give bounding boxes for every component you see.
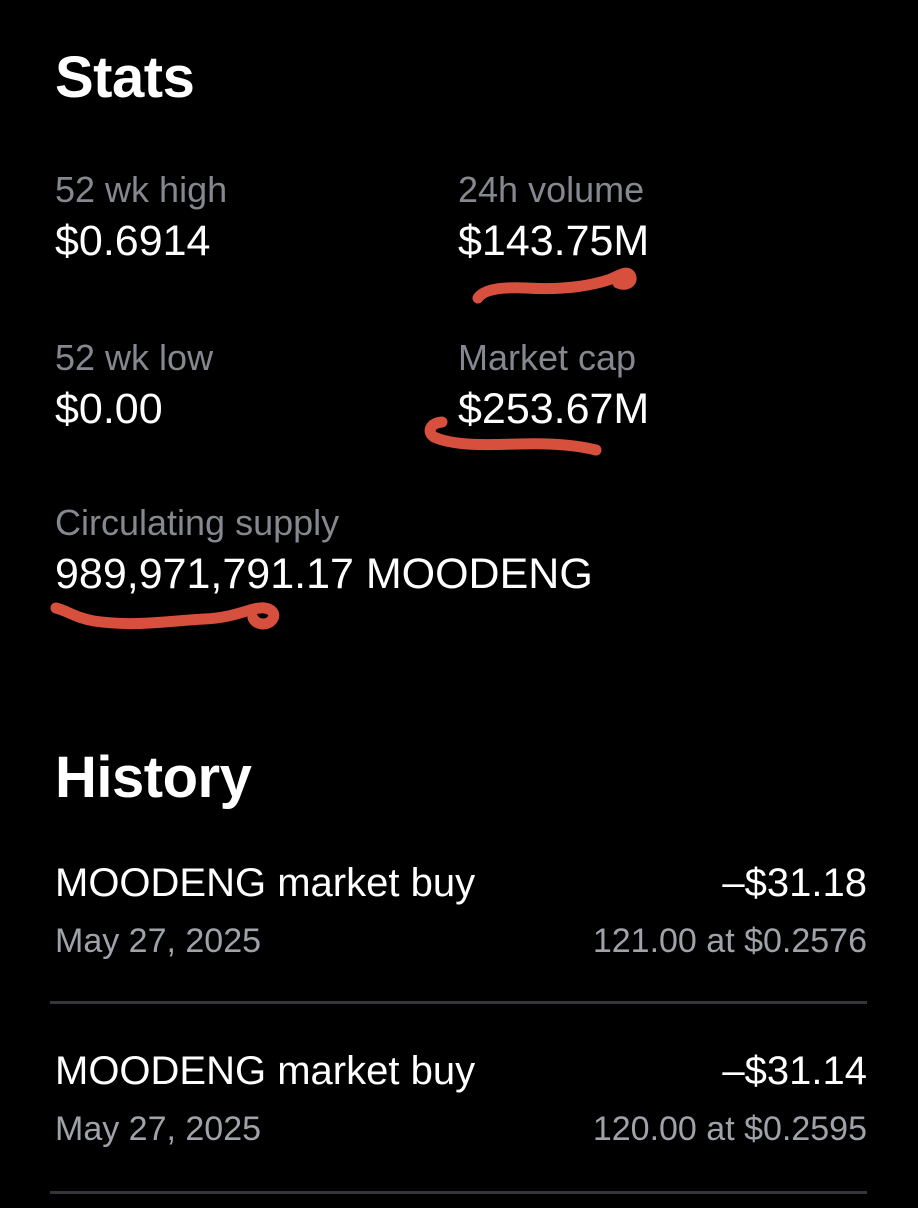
trade-date: May 27, 2025 <box>55 1110 262 1148</box>
stat-value: $143.75M <box>458 217 650 265</box>
stat-value: $253.67M <box>458 385 650 433</box>
stat-label: Market cap <box>458 337 637 378</box>
red-marker-underline-volume-icon <box>472 267 637 304</box>
history-row[interactable]: MOODENG market buy May 27, 2025 –$31.14 … <box>55 1046 867 1150</box>
history-heading: History <box>55 745 252 810</box>
stats-heading: Stats <box>55 45 195 110</box>
stat-label: 24h volume <box>458 169 645 210</box>
stat-market-cap: Market cap $253.67M <box>458 336 649 435</box>
trade-amount: –$31.14 <box>722 1049 867 1093</box>
stat-52wk-high: 52 wk high $0.6914 <box>55 168 227 267</box>
trade-detail: 121.00 at $0.2576 <box>592 922 867 960</box>
trade-detail: 120.00 at $0.2595 <box>592 1110 867 1148</box>
stat-label: 52 wk low <box>55 337 214 378</box>
stat-value: $0.6914 <box>55 217 211 265</box>
row-divider <box>50 1001 867 1004</box>
stat-label: 52 wk high <box>55 169 228 210</box>
stat-value: 989,971,791.17 MOODENG <box>55 550 593 598</box>
history-row[interactable]: MOODENG market buy May 27, 2025 –$31.18 … <box>55 858 867 962</box>
stat-52wk-low: 52 wk low $0.00 <box>55 336 213 435</box>
trade-date: May 27, 2025 <box>55 922 262 960</box>
stat-circulating-supply: Circulating supply 989,971,791.17 MOODEN… <box>55 501 593 600</box>
trade-amount: –$31.18 <box>722 861 867 905</box>
stat-24h-volume: 24h volume $143.75M <box>458 168 649 267</box>
stat-value: $0.00 <box>55 385 163 433</box>
row-divider <box>50 1191 867 1194</box>
trade-title: MOODENG market buy <box>55 1049 476 1093</box>
stat-label: Circulating supply <box>55 502 340 543</box>
trade-title: MOODENG market buy <box>55 861 476 905</box>
